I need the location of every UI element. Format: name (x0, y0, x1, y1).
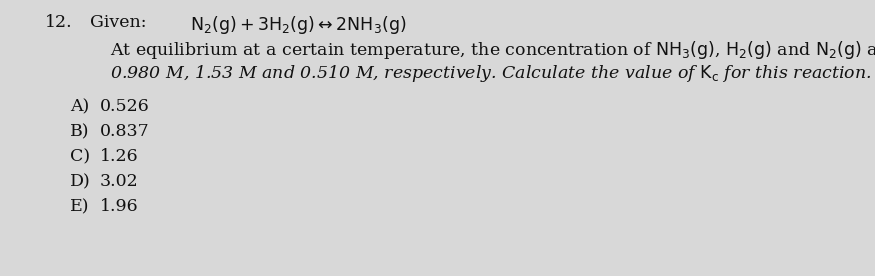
Text: 0.837: 0.837 (100, 123, 150, 140)
Text: Given:: Given: (90, 14, 146, 31)
Text: At equilibrium at a certain temperature, the concentration of $\mathrm{NH_3(g)}$: At equilibrium at a certain temperature,… (110, 39, 875, 61)
Text: 1.26: 1.26 (100, 148, 138, 165)
Text: E): E) (70, 198, 89, 215)
Text: 12.: 12. (45, 14, 73, 31)
Text: 0.526: 0.526 (100, 98, 150, 115)
Text: D): D) (70, 173, 91, 190)
Text: B): B) (70, 123, 89, 140)
Text: A): A) (70, 98, 89, 115)
Text: 1.96: 1.96 (100, 198, 138, 215)
Text: 3.02: 3.02 (100, 173, 139, 190)
Text: $\mathrm{N_2(g) + 3H_2(g) \leftrightarrow 2NH_3(g)}$: $\mathrm{N_2(g) + 3H_2(g) \leftrightarro… (190, 14, 406, 36)
Text: C): C) (70, 148, 90, 165)
Text: 0.980 M, 1.53 M and 0.510 M, respectively. Calculate the value of $\mathrm{K_c}$: 0.980 M, 1.53 M and 0.510 M, respectivel… (110, 63, 872, 84)
